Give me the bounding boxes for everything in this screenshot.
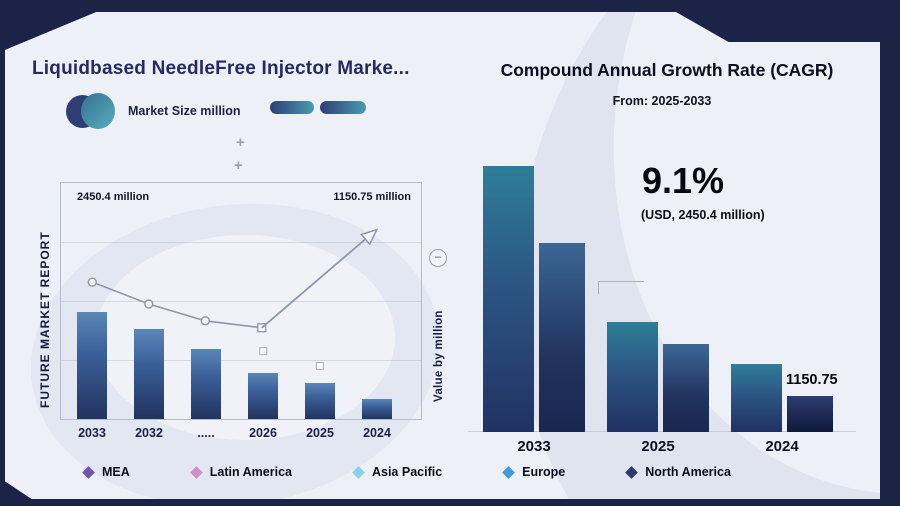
trend-marker-icon [200, 316, 211, 326]
legend-diamond-icon [82, 465, 95, 479]
legend-label: MEA [102, 465, 130, 479]
cagr-bar-primary [483, 166, 534, 432]
cagr-bar-echo [539, 243, 585, 432]
grid-line [61, 242, 421, 243]
left-x-label: 2032 [135, 426, 163, 440]
market-size-bar [77, 312, 107, 419]
bar-value-label: 1150.75 [786, 372, 838, 388]
grid-line [61, 360, 421, 361]
trend-marker-square-icon [257, 323, 267, 333]
growth-arrow-shaft [261, 238, 366, 329]
region-legend: MEA Latin America Asia Pacific Europe North … [82, 465, 731, 479]
frame-right [880, 0, 900, 506]
legend-label: North America [645, 465, 731, 479]
market-size-legend-icon [64, 92, 120, 130]
legend-diamond-icon [189, 465, 203, 479]
left-x-label: 2024 [363, 426, 391, 440]
legend-circle-teal-icon [81, 93, 115, 129]
future-market-report-label: FUTURE MARKET REPORT [38, 231, 52, 408]
cagr-bar-echo [787, 396, 833, 432]
value-axis-label: Value by million [433, 310, 445, 402]
market-size-bar [362, 399, 392, 419]
right-x-label: 2025 [641, 438, 675, 455]
cagr-title: Compound Annual Growth Rate (CAGR) [500, 60, 834, 80]
legend-label: Asia Pacific [371, 465, 443, 479]
legend-item-north-america: North America [625, 465, 731, 479]
legend-label: Latin America [209, 465, 292, 479]
trend-marker-icon [144, 299, 154, 309]
minus-circle-icon: − [429, 249, 447, 267]
cagr-bar-echo [663, 344, 709, 432]
gradient-pill-icon [320, 101, 366, 114]
market-size-bars [77, 312, 392, 419]
frame-corner-top-left [0, 0, 125, 52]
right-x-label: 2024 [765, 438, 799, 455]
decor-square-icon [315, 361, 324, 370]
cagr-bar-primary [607, 322, 658, 432]
left-x-axis-labels: 2033 2032..... 2026 2025 2024 [77, 426, 392, 440]
market-size-legend-label: Market Size million [128, 104, 241, 118]
cagr-bar-group: 2025 [607, 322, 709, 455]
left-chart-title: Liquidbased NeedleFree Injector Marke... [32, 58, 410, 79]
cagr-bar-primary [731, 364, 782, 432]
end-value-annotation: 1150.75 million [333, 191, 411, 203]
legend-item-europe: Europe [502, 465, 566, 479]
market-size-bar [191, 349, 221, 419]
right-x-label: 2033 [517, 438, 551, 455]
cagr-bar-group: 2024 [731, 364, 833, 455]
cagr-bars: 2033 2025 2024 [483, 166, 833, 455]
left-x-label: 2026 [249, 426, 277, 440]
legend-label: Europe [522, 465, 566, 479]
legend-diamond-icon [502, 465, 516, 479]
market-size-bar [134, 329, 164, 419]
left-x-label: 2025 [306, 426, 334, 440]
legend-item-mea: MEA [82, 465, 130, 479]
start-value-annotation: 2450.4 million [77, 191, 150, 203]
grid-line [61, 301, 421, 302]
decor-square-icon [259, 347, 268, 356]
decor-bracket [598, 281, 644, 294]
growth-arrow-head-icon [360, 228, 379, 246]
cagr-subtitle: From: 2025-2033 [612, 94, 712, 108]
trend-line [91, 281, 262, 329]
market-size-bar [305, 383, 335, 419]
left-x-label: 2033 [78, 426, 106, 440]
plus-icon: + [234, 157, 243, 174]
market-size-bar [248, 373, 278, 419]
trend-line-overlay [87, 228, 379, 370]
frame-left [0, 0, 5, 506]
frame-bottom [0, 499, 900, 506]
left-x-label: ..... [197, 426, 215, 440]
cagr-bar-group: 2033 [483, 166, 585, 455]
market-size-chart: 2450.4 million 1150.75 million [60, 182, 422, 420]
plus-icon: + [236, 134, 245, 151]
right-x-axis [468, 431, 856, 432]
legend-item-latin-america: Latin America [189, 465, 292, 479]
legend-diamond-icon [352, 465, 365, 479]
legend-item-asia-pacific: Asia Pacific [352, 465, 443, 479]
legend-diamond-icon [625, 465, 639, 479]
cagr-percentage: 9.1% [642, 160, 725, 201]
gradient-pill-icon [270, 101, 314, 114]
cagr-detail: (USD, 2450.4 million) [641, 208, 765, 222]
trend-marker-icon [87, 277, 97, 287]
